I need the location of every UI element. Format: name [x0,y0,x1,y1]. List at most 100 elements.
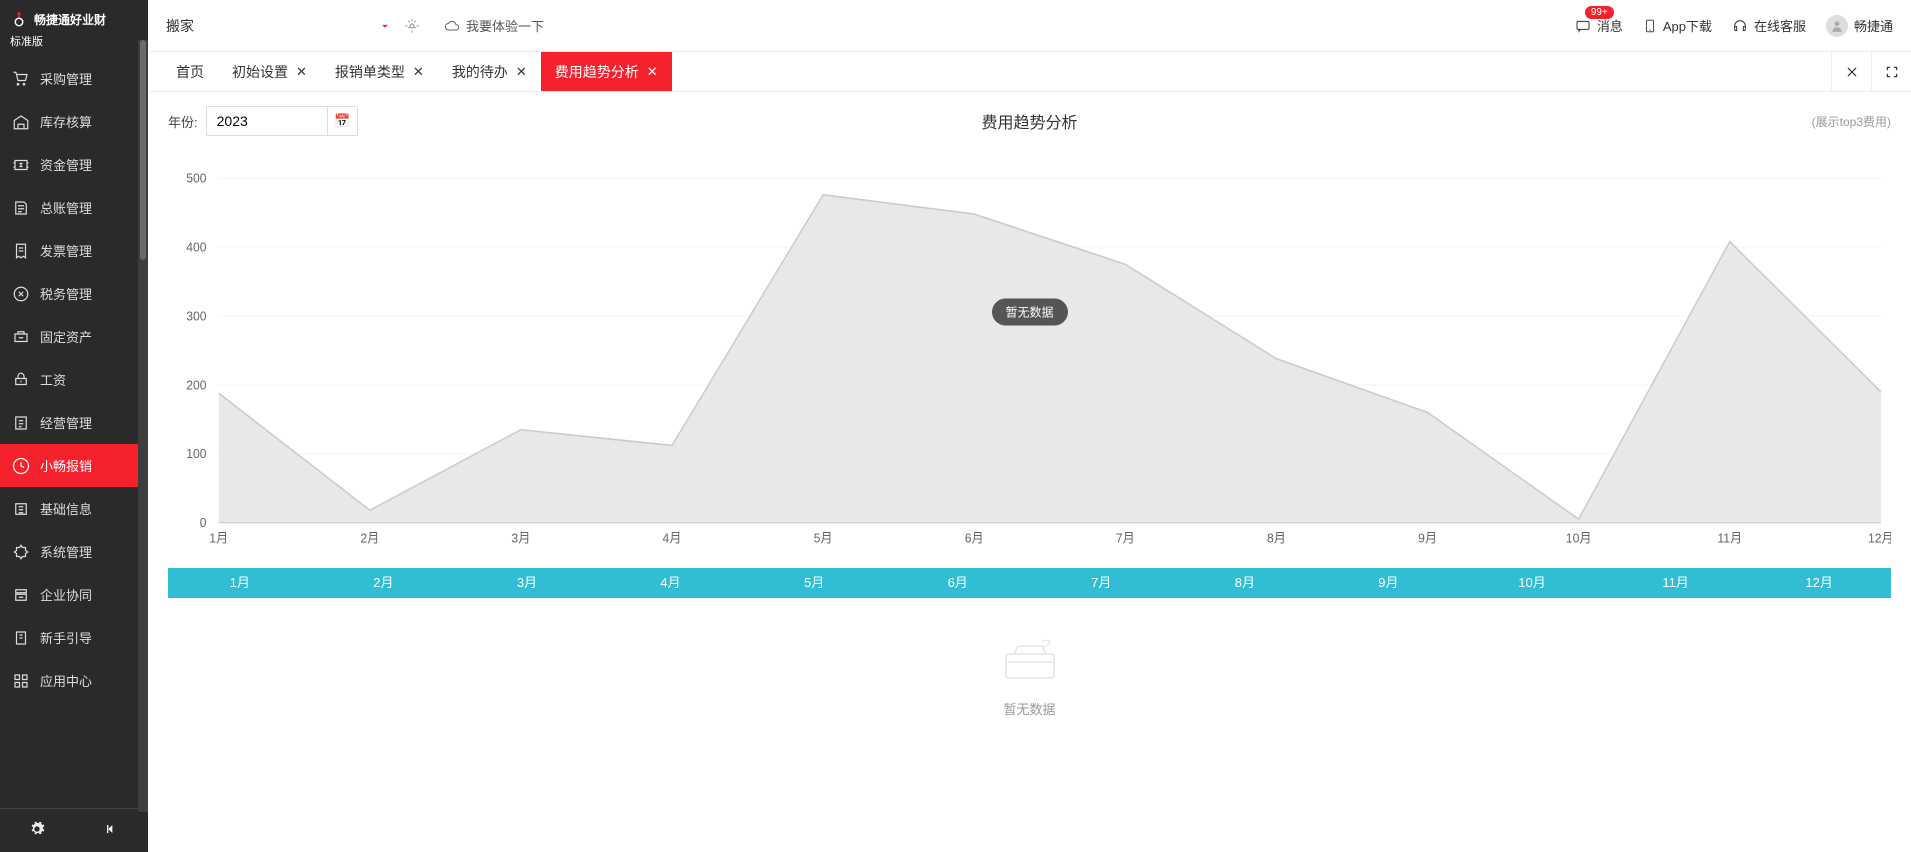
svg-text:10月: 10月 [1566,530,1592,546]
search-dropdown[interactable] [378,19,392,33]
sidebar-item-asset[interactable]: 固定资产 [0,315,148,358]
sidebar-item-label: 工资 [40,370,66,389]
svg-text:100: 100 [186,446,206,462]
sidebar-scrollbar[interactable] [138,40,148,812]
messages-badge: 99+ [1585,6,1614,19]
content-area: 年份: 📅 费用趋势分析 (展示top3费用) 0100200300400500… [148,92,1911,852]
user-menu[interactable]: 畅捷通 [1826,15,1893,37]
brush-month[interactable]: 5月 [742,568,886,598]
sidebar-item-salary[interactable]: 工资 [0,358,148,401]
sidebar-item-warehouse[interactable]: 库存核算 [0,100,148,143]
year-label: 年份: [168,112,198,131]
sidebar-item-label: 经营管理 [40,413,92,432]
filter-row: 年份: 📅 费用趋势分析 (展示top3费用) [148,92,1911,136]
tab-初始设置[interactable]: 初始设置✕ [218,52,321,91]
svg-text:7月: 7月 [1116,530,1135,546]
sidebar-item-label: 应用中心 [40,671,92,690]
service-link[interactable]: 在线客服 [1732,16,1806,35]
tab-费用趋势分析[interactable]: 费用趋势分析 ✕ [541,52,672,91]
sidebar-item-invoice[interactable]: 发票管理 [0,229,148,272]
app-download-link[interactable]: App下载 [1643,16,1712,35]
sidebar-item-ledger[interactable]: 总账管理 [0,186,148,229]
sidebar-item-label: 固定资产 [40,327,92,346]
year-input[interactable] [207,113,327,129]
empty-state: 暂无数据 [148,628,1911,718]
sidebar-item-system[interactable]: 系统管理 [0,530,148,573]
brush-month[interactable]: 6月 [886,568,1030,598]
info-icon [12,500,30,518]
svg-text:9月: 9月 [1418,530,1437,546]
fullscreen-button[interactable] [1871,52,1911,92]
trend-chart: 01002003004005001月2月3月4月5月6月7月8月9月10月11月… [168,156,1891,556]
calendar-icon[interactable]: 📅 [327,107,357,135]
tab-我的待办[interactable]: 我的待办✕ [438,52,541,91]
tabs-bar: 首页初始设置✕报销单类型✕我的待办✕费用趋势分析✕ [148,52,1911,92]
brush-month[interactable]: 2月 [312,568,456,598]
month-selector-bar[interactable]: 1月2月3月4月5月6月7月8月9月10月11月12月 [168,568,1891,598]
avatar-icon [1826,15,1848,37]
svg-text:12月: 12月 [1868,530,1891,546]
tab-close[interactable]: ✕ [516,64,527,80]
manage-icon [12,414,30,432]
sidebar-item-guide[interactable]: 新手引导 [0,616,148,659]
brush-month[interactable]: 8月 [1173,568,1317,598]
sidebar-item-cart[interactable]: 采购管理 [0,57,148,100]
sidebar-item-label: 新手引导 [40,628,92,647]
tab-报销单类型[interactable]: 报销单类型 ✕ [321,52,438,91]
cart-icon [12,70,30,88]
message-icon [1575,18,1591,34]
collapse-icon [103,821,119,837]
sidebar-footer [0,808,148,852]
sidebar-nav: 采购管理库存核算资金管理总账管理发票管理税务管理固定资产工资经营管理小畅报销基础… [0,57,148,808]
svg-text:500: 500 [186,170,206,186]
apps-icon [12,672,30,690]
brush-month[interactable]: 4月 [599,568,743,598]
sidebar-item-label: 采购管理 [40,69,92,88]
tab-close[interactable]: ✕ [296,64,307,80]
brush-month[interactable]: 3月 [455,568,599,598]
settings-gear[interactable] [404,18,420,34]
tax-icon [12,285,30,303]
sidebar-item-manage[interactable]: 经营管理 [0,401,148,444]
brush-month[interactable]: 9月 [1317,568,1461,598]
sidebar-item-tax[interactable]: 税务管理 [0,272,148,315]
brush-month[interactable]: 10月 [1460,568,1604,598]
tab-close[interactable]: ✕ [413,64,424,80]
sidebar-item-apps[interactable]: 应用中心 [0,659,148,702]
sidebar-item-coop[interactable]: 企业协同 [0,573,148,616]
sidebar-item-money[interactable]: 资金管理 [0,143,148,186]
brush-month[interactable]: 12月 [1747,568,1891,598]
svg-text:1月: 1月 [209,530,228,546]
year-picker[interactable]: 📅 [206,106,358,136]
tab-label: 费用趋势分析 [555,62,639,82]
tab-close[interactable]: ✕ [647,64,658,80]
close-all-tabs[interactable] [1831,52,1871,92]
main-area: 我要体验一下 99+ 消息 App下载 在线客服 畅捷通 [148,0,1911,852]
experience-link[interactable]: 我要体验一下 [444,16,544,35]
svg-text:200: 200 [186,377,206,393]
sidebar-item-label: 资金管理 [40,155,92,174]
sidebar-scrollbar-thumb[interactable] [140,40,146,260]
experience-label: 我要体验一下 [466,16,544,35]
sidebar-item-reimburse[interactable]: 小畅报销 [0,444,148,487]
collapse-button[interactable] [74,809,148,852]
tab-首页[interactable]: 首页 [162,52,218,91]
brush-month[interactable]: 11月 [1604,568,1748,598]
reimburse-icon [12,457,30,475]
svg-text:8月: 8月 [1267,530,1286,546]
asset-icon [12,328,30,346]
settings-button[interactable] [0,809,74,852]
empty-icon [990,628,1070,688]
svg-text:3月: 3月 [511,530,530,546]
svg-text:11月: 11月 [1717,530,1742,546]
sidebar-item-label: 企业协同 [40,585,92,604]
brush-month[interactable]: 1月 [168,568,312,598]
sidebar-item-info[interactable]: 基础信息 [0,487,148,530]
sidebar: 畅捷通好业财 标准版 采购管理库存核算资金管理总账管理发票管理税务管理固定资产工… [0,0,148,852]
tab-label: 报销单类型 [335,62,405,82]
messages-link[interactable]: 99+ 消息 [1575,16,1623,35]
brush-month[interactable]: 7月 [1029,568,1173,598]
search-input[interactable] [166,18,366,34]
cloud-icon [444,18,460,34]
headset-icon [1732,18,1748,34]
